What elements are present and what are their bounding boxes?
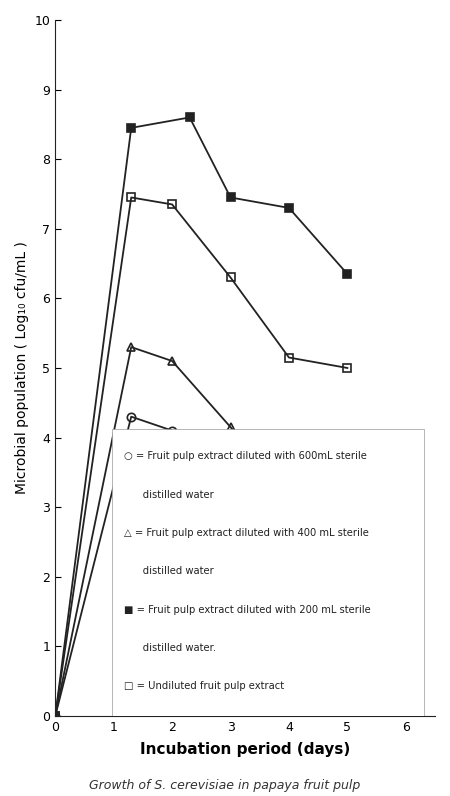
Text: □ = Undiluted fruit pulp extract: □ = Undiluted fruit pulp extract bbox=[124, 681, 284, 691]
Text: △ = Fruit pulp extract diluted with 400 mL sterile: △ = Fruit pulp extract diluted with 400 … bbox=[124, 528, 369, 538]
Y-axis label: Microbial population ( Log₁₀ cfu/mL ): Microbial population ( Log₁₀ cfu/mL ) bbox=[15, 241, 29, 494]
X-axis label: Incubation period (days): Incubation period (days) bbox=[140, 742, 350, 757]
Text: ■ = Fruit pulp extract diluted with 200 mL sterile: ■ = Fruit pulp extract diluted with 200 … bbox=[124, 605, 370, 615]
FancyBboxPatch shape bbox=[112, 428, 423, 796]
Text: distilled water: distilled water bbox=[124, 490, 213, 500]
Text: ○ = Fruit pulp extract diluted with 600mL sterile: ○ = Fruit pulp extract diluted with 600m… bbox=[124, 451, 366, 462]
Text: distilled water: distilled water bbox=[124, 566, 213, 576]
Text: Growth of S. cerevisiae in papaya fruit pulp: Growth of S. cerevisiae in papaya fruit … bbox=[90, 779, 360, 792]
Text: distilled water.: distilled water. bbox=[124, 643, 216, 653]
